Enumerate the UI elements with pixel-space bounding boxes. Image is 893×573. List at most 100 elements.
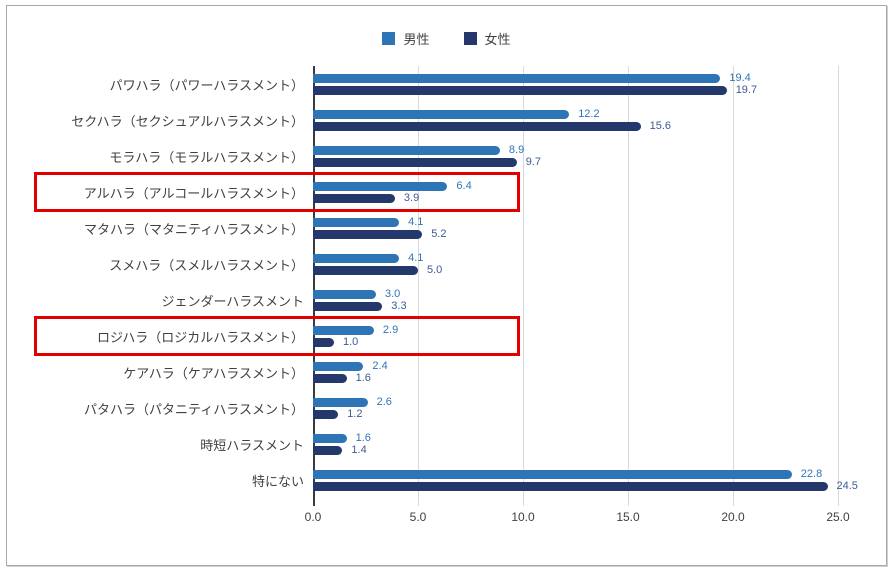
bar-group: 2.4 1.6	[313, 360, 876, 384]
x-tick-label: 25.0	[826, 510, 850, 524]
bar-male	[313, 181, 448, 191]
chart-frame: 男性 女性 パワハラ（パワーハラスメント） 19.4 19.7 セクハラ（セクシュアルハ…	[6, 5, 887, 566]
value-label-male: 3.0	[385, 288, 401, 300]
legend-label: 男性	[403, 31, 430, 47]
x-tick-label: 5.0	[409, 510, 427, 524]
bar-line: 9.7	[313, 156, 876, 168]
category-label: パワハラ（パワーハラスメント）	[109, 77, 304, 93]
value-label-female: 1.0	[343, 336, 359, 348]
bar-line: 4.1	[313, 252, 876, 264]
bar-male	[313, 145, 500, 155]
bar-female	[313, 121, 641, 131]
chart-row: ケアハラ（ケアハラスメント） 2.4 1.6	[17, 354, 876, 390]
bar-group: 2.9 1.0	[313, 324, 876, 348]
bar-group: 19.4 19.7	[313, 72, 876, 96]
bar-group: 3.0 3.3	[313, 288, 876, 312]
value-label-female: 1.6	[355, 372, 371, 384]
bar-male	[313, 289, 376, 299]
bar-line: 3.9	[313, 192, 876, 204]
value-label-male: 22.8	[800, 468, 823, 480]
bar-male	[313, 397, 368, 407]
value-label-female: 3.9	[403, 192, 420, 204]
bar-female	[313, 157, 517, 167]
category-label: 時短ハラスメント	[200, 437, 304, 453]
chart-row: パタハラ（パタニティハラスメント） 2.6 1.2	[17, 390, 876, 426]
value-label-male: 19.4	[729, 72, 751, 84]
value-label-female: 3.3	[391, 300, 407, 312]
bar-line: 8.9	[313, 144, 876, 156]
legend-swatch-icon	[463, 31, 477, 45]
value-label-male: 1.6	[355, 432, 371, 444]
bar-line: 19.4	[313, 72, 876, 84]
x-tick-label: 20.0	[721, 510, 745, 524]
category-label: スメハラ（スメルハラスメント）	[109, 257, 304, 273]
legend-item: 男性	[382, 29, 430, 48]
bar-line: 1.6	[313, 372, 876, 384]
bar-line: 1.2	[313, 408, 876, 420]
x-tick-label: 15.0	[616, 510, 640, 524]
category-label: アルハラ（アルコールハラスメント）	[83, 185, 304, 201]
bar-line: 5.0	[313, 264, 876, 276]
bar-female	[313, 481, 828, 491]
category-label: マタハラ（マタニティハラスメント）	[84, 221, 304, 237]
bar-male	[313, 469, 792, 479]
bar-line: 2.9	[313, 324, 876, 336]
chart-row: アルハラ（アルコールハラスメント） 6.4 3.9	[17, 172, 876, 212]
bar-line: 5.2	[313, 228, 876, 240]
chart-row: ジェンダーハラスメント 3.0 3.3	[17, 282, 876, 318]
bar-female	[313, 337, 334, 347]
chart-row: モラハラ（モラルハラスメント） 8.9 9.7	[17, 138, 876, 174]
bar-male	[313, 73, 721, 83]
bar-line: 19.7	[313, 84, 876, 96]
value-label-male: 6.4	[456, 180, 472, 192]
bar-line: 24.5	[313, 480, 876, 492]
chart-row: ロジハラ（ロジカルハラスメント） 2.9 1.0	[17, 316, 876, 356]
value-label-female: 5.2	[431, 228, 447, 240]
value-label-female: 5.0	[427, 264, 443, 276]
bar-line: 1.6	[313, 432, 876, 444]
bar-group: 12.2 15.6	[313, 108, 876, 132]
bar-female	[313, 409, 339, 419]
chart-row: マタハラ（マタニティハラスメント） 4.1 5.2	[17, 210, 876, 246]
value-label-male: 2.9	[382, 324, 399, 336]
bar-line: 3.0	[313, 288, 876, 300]
bar-group: 6.4 3.9	[313, 180, 876, 204]
legend-item: 女性	[463, 29, 511, 48]
bar-male	[313, 433, 347, 443]
bar-group: 4.1 5.0	[313, 252, 876, 276]
category-label: セクハラ（セクシュアルハラスメント）	[71, 113, 304, 129]
category-label: モラハラ（モラルハラスメント）	[109, 149, 304, 165]
bar-line: 2.6	[313, 396, 876, 408]
category-label: ジェンダーハラスメント	[161, 293, 304, 309]
bar-male	[313, 109, 570, 119]
value-label-female: 24.5	[836, 480, 858, 492]
bar-female	[313, 229, 423, 239]
value-label-female: 1.4	[351, 444, 367, 456]
x-tick-label: 10.0	[511, 510, 535, 524]
chart-row: 時短ハラスメント 1.6 1.4	[17, 426, 876, 462]
value-label-female: 19.7	[735, 84, 758, 96]
chart-row: セクハラ（セクシュアルハラスメント） 12.2 15.6	[17, 102, 876, 138]
value-label-male: 8.9	[508, 144, 525, 156]
chart-row: パワハラ（パワーハラスメント） 19.4 19.7	[17, 66, 876, 102]
bar-male	[313, 361, 364, 371]
legend: 男性 女性	[17, 28, 876, 48]
value-label-male: 4.1	[408, 252, 424, 264]
value-label-male: 12.2	[578, 108, 600, 120]
bar-line: 6.4	[313, 180, 876, 192]
bar-group: 4.1 5.2	[313, 216, 876, 240]
category-label: パタハラ（パタニティハラスメント）	[84, 401, 304, 417]
bar-group: 22.8 24.5	[313, 468, 876, 492]
bar-female	[313, 445, 343, 455]
bar-group: 2.6 1.2	[313, 396, 876, 420]
bar-line: 3.3	[313, 300, 876, 312]
bar-line: 22.8	[313, 468, 876, 480]
value-label-female: 9.7	[525, 156, 541, 168]
bar-line: 4.1	[313, 216, 876, 228]
bar-female	[313, 193, 395, 203]
bar-line: 2.4	[313, 360, 876, 372]
bar-female	[313, 301, 383, 311]
bar-chart: パワハラ（パワーハラスメント） 19.4 19.7 セクハラ（セクシュアルハラスメント…	[17, 66, 876, 532]
chart-row: 特にない 22.8 24.5	[17, 462, 876, 498]
bar-group: 8.9 9.7	[313, 144, 876, 168]
